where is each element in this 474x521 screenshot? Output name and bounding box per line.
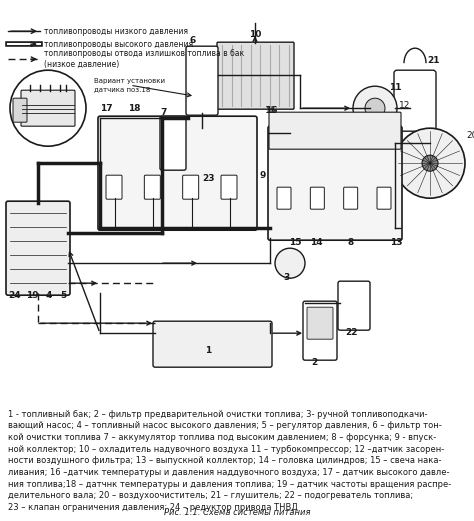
Text: ной коллектор; 10 – охладитель надувочного воздуха 11 – турбокомпрессор; 12 –дат: ной коллектор; 10 – охладитель надувочно… [9,445,445,454]
Text: 15: 15 [289,238,301,247]
Text: 8: 8 [348,238,354,247]
FancyBboxPatch shape [13,98,27,122]
Text: 20: 20 [466,131,474,140]
Text: 7: 7 [160,108,166,117]
Text: 9: 9 [260,171,266,180]
FancyBboxPatch shape [182,175,199,199]
Text: 6: 6 [190,36,196,45]
Text: делительного вала; 20 – воздухоочиститель; 21 – глушитель; 22 – подогреватель то: делительного вала; 20 – воздухоочистител… [9,491,414,500]
FancyBboxPatch shape [186,46,218,115]
FancyBboxPatch shape [217,42,294,109]
Circle shape [10,70,86,146]
FancyBboxPatch shape [98,116,257,230]
FancyBboxPatch shape [106,175,122,199]
Text: 24: 24 [8,291,21,300]
Text: топливопроводы отвода излишков топлива в бак
(низкое давление): топливопроводы отвода излишков топлива в… [44,49,244,69]
Text: 11: 11 [389,83,401,92]
Text: 4: 4 [46,291,52,300]
FancyBboxPatch shape [268,126,402,240]
Circle shape [365,98,385,118]
Circle shape [422,155,438,171]
Text: кой очистки топлива 7 – аккумулятор топлива под высоким давлением; 8 – форсунка;: кой очистки топлива 7 – аккумулятор топл… [9,433,437,442]
FancyBboxPatch shape [394,70,436,131]
FancyBboxPatch shape [21,90,75,126]
FancyBboxPatch shape [153,321,272,367]
FancyBboxPatch shape [303,301,337,360]
Text: вающий насос; 4 – топливный насос высокого давления; 5 – регулятор давления, 6 –: вающий насос; 4 – топливный насос высоко… [9,421,442,430]
Text: 1 - топливный бак; 2 – фильтр предварительной очистки топлива; 3- ручной топливо: 1 - топливный бак; 2 – фильтр предварите… [9,410,428,419]
Circle shape [275,248,305,278]
FancyBboxPatch shape [344,187,358,209]
Text: 1: 1 [205,346,211,355]
Text: 14: 14 [310,238,323,247]
Text: 17: 17 [100,104,113,113]
Text: 22: 22 [345,328,357,337]
FancyBboxPatch shape [338,281,370,330]
Text: 5: 5 [60,291,66,300]
Text: ливания; 16 –датчик температуры и давления наддувочного воздуха; 17 – датчик выс: ливания; 16 –датчик температуры и давлен… [9,468,450,477]
Text: 23: 23 [202,174,215,183]
Text: 10: 10 [249,30,262,39]
Text: 2: 2 [311,358,317,367]
FancyBboxPatch shape [310,187,324,209]
Text: Рис. 1.1. Схема системы питания: Рис. 1.1. Схема системы питания [164,508,310,517]
Text: 18: 18 [128,104,140,113]
Text: ния топлива;18 – датчнк температуры и давления топлива; 19 – датчик частоты вращ: ния топлива;18 – датчнк температуры и да… [9,480,452,489]
FancyBboxPatch shape [6,201,70,295]
FancyBboxPatch shape [145,175,160,199]
Text: 21: 21 [427,56,439,65]
FancyBboxPatch shape [277,187,291,209]
FancyBboxPatch shape [221,175,237,199]
Text: 19: 19 [26,291,38,300]
FancyBboxPatch shape [160,116,186,170]
Text: Вариант установки
датчика поз.18: Вариант установки датчика поз.18 [94,78,165,92]
Text: топливопроводы высокого давления: топливопроводы высокого давления [44,40,193,48]
Text: 12: 12 [399,101,410,110]
FancyBboxPatch shape [269,112,401,149]
Circle shape [395,128,465,198]
Text: топливопроводы низкого давления: топливопроводы низкого давления [44,27,188,36]
Circle shape [353,86,397,130]
Text: 16: 16 [265,106,276,115]
FancyBboxPatch shape [307,307,333,339]
Text: 16: 16 [265,106,277,115]
Text: 3: 3 [283,273,289,282]
FancyBboxPatch shape [377,187,391,209]
Text: 23 – клапан ограничения давления; 24 – редуктор привода ТНВД: 23 – клапан ограничения давления; 24 – р… [9,503,298,512]
Text: ности воздушного фильтра; 13 – выпускной коллектор; 14 – головка цилиндров; 15 –: ности воздушного фильтра; 13 – выпускной… [9,456,442,465]
Text: 13: 13 [390,238,402,247]
